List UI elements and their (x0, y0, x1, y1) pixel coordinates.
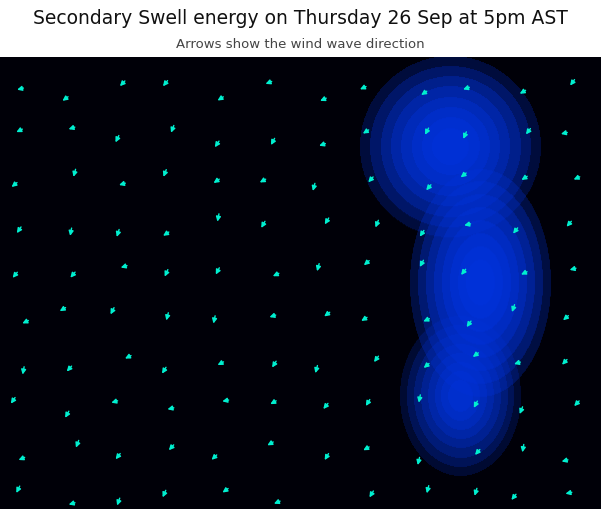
Text: Secondary Swell energy on Thursday 26 Sep at 5pm AST: Secondary Swell energy on Thursday 26 Se… (33, 9, 568, 28)
Text: Arrows show the wind wave direction: Arrows show the wind wave direction (176, 38, 425, 51)
